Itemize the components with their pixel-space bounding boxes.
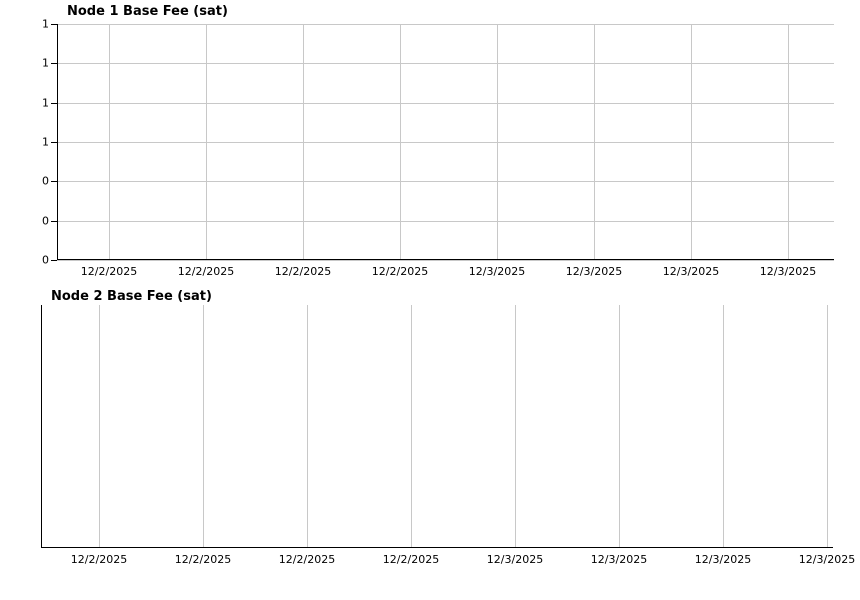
chart-2-series-layer <box>41 305 833 548</box>
gridline-vertical <box>594 24 595 260</box>
chart-1-title: Node 1 Base Fee (sat) <box>67 4 228 19</box>
gridline-vertical <box>203 305 204 548</box>
chart-2-title: Node 2 Base Fee (sat) <box>51 289 212 304</box>
x-axis-tick-label: 12/2/2025 <box>278 553 336 566</box>
gridline-vertical <box>497 24 498 260</box>
x-axis-tick-label: 12/3/2025 <box>662 265 720 278</box>
x-axis-tick-label: 12/2/2025 <box>174 553 232 566</box>
gridline-vertical <box>206 24 207 260</box>
chart-1-y-axis-line <box>57 24 58 260</box>
x-axis-tick-label: 12/2/2025 <box>177 265 235 278</box>
gridline-vertical <box>99 305 100 548</box>
gridline-horizontal <box>57 260 834 261</box>
y-axis-tick-label: 1 <box>42 96 49 110</box>
x-axis-tick-label: 12/3/2025 <box>798 553 856 566</box>
y-axis-tick <box>51 220 57 222</box>
x-axis-tick-label: 12/2/2025 <box>80 265 138 278</box>
x-axis-tick-label: 12/2/2025 <box>371 265 429 278</box>
gridline-vertical <box>691 24 692 260</box>
gridline-horizontal <box>57 102 834 104</box>
gridline-vertical <box>411 305 412 548</box>
gridline-vertical <box>619 305 620 548</box>
x-axis-tick-label: 12/2/2025 <box>274 265 332 278</box>
y-axis-tick <box>51 102 57 104</box>
y-axis-tick <box>51 63 57 65</box>
y-axis-tick-label: 1 <box>42 17 49 31</box>
y-axis-tick <box>51 142 57 143</box>
gridline-horizontal <box>57 63 834 65</box>
y-axis-tick-label: 0 <box>42 253 49 267</box>
gridline-vertical <box>723 305 724 548</box>
y-axis-tick <box>51 260 57 261</box>
chart-2-y-axis-line <box>41 305 42 548</box>
chart-2-plot-area: 12/2/2025 12/2/2025 12/2/2025 12/2/2025 12/3… <box>41 305 855 566</box>
y-axis-tick <box>51 24 57 25</box>
x-axis-tick-label: 12/3/2025 <box>468 265 526 278</box>
x-axis-tick-label: 12/3/2025 <box>590 553 648 566</box>
gridline-vertical <box>307 305 308 548</box>
chart-1-x-axis-line <box>57 259 834 260</box>
gridline-horizontal <box>57 220 834 222</box>
y-axis-tick-label: 0 <box>42 174 49 188</box>
gridline-horizontal <box>57 181 834 183</box>
x-axis-tick-label: 12/3/2025 <box>694 553 752 566</box>
x-axis-tick-label: 12/3/2025 <box>759 265 817 278</box>
gridline-vertical <box>109 24 110 260</box>
chart-2-x-axis-line <box>41 547 833 548</box>
chart-1-plot-area: 1 1 1 1 0 0 0 12/2/2025 12/2/2025 12/2/2025 12/2/… <box>42 18 834 278</box>
gridline-vertical <box>400 24 401 260</box>
y-axis-tick-label: 1 <box>42 56 49 70</box>
gridline-horizontal <box>57 24 834 25</box>
gridline-vertical <box>303 24 304 260</box>
y-axis-tick-label: 1 <box>42 135 49 149</box>
y-axis-tick <box>51 181 57 183</box>
gridline-horizontal <box>57 142 834 143</box>
gridline-vertical <box>515 305 516 548</box>
x-axis-tick-label: 12/3/2025 <box>486 553 544 566</box>
chart-panel-node-2: Node 2 Base Fee (sat) 12/2/2025 12/2/2025… <box>0 285 860 600</box>
x-axis-tick-label: 12/2/2025 <box>70 553 128 566</box>
y-axis-tick-label: 0 <box>42 214 49 228</box>
x-axis-tick-label: 12/3/2025 <box>565 265 623 278</box>
x-axis-tick-label: 12/2/2025 <box>382 553 440 566</box>
gridline-vertical <box>788 24 789 260</box>
gridline-vertical <box>827 305 828 548</box>
